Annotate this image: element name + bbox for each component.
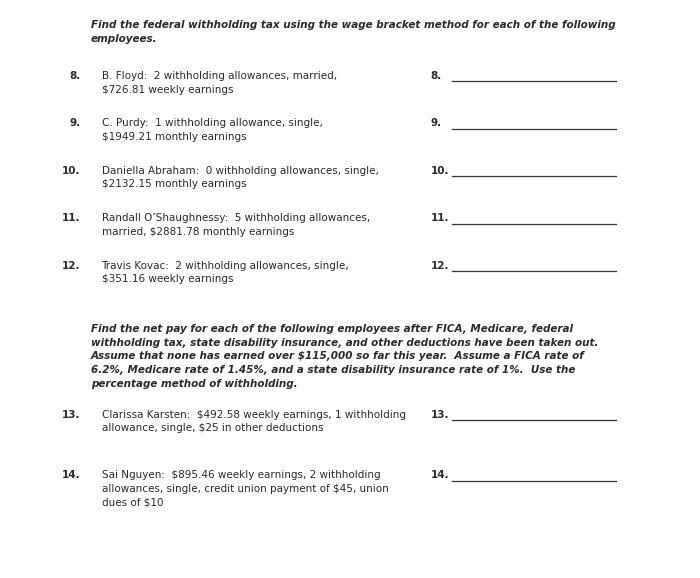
Text: 11.: 11.	[62, 213, 80, 223]
Text: Find the net pay for each of the following employees after FICA, Medicare, feder: Find the net pay for each of the followi…	[91, 324, 598, 388]
Text: Daniella Abraham:  0 withholding allowances, single,
$2132.15 monthly earnings: Daniella Abraham: 0 withholding allowanc…	[102, 166, 379, 190]
Text: 14.: 14.	[62, 470, 80, 480]
Text: 10.: 10.	[62, 166, 80, 176]
Text: Sai Nguyen:  $895.46 weekly earnings, 2 withholding
allowances, single, credit u: Sai Nguyen: $895.46 weekly earnings, 2 w…	[102, 470, 388, 507]
Text: 13.: 13.	[62, 410, 80, 420]
Text: Clarissa Karsten:  $492.58 weekly earnings, 1 withholding
allowance, single, $25: Clarissa Karsten: $492.58 weekly earning…	[102, 410, 405, 434]
Text: B. Floyd:  2 withholding allowances, married,
$726.81 weekly earnings: B. Floyd: 2 withholding allowances, marr…	[102, 71, 337, 95]
Text: 9.: 9.	[69, 118, 80, 128]
Text: Randall O’Shaughnessy:  5 withholding allowances,
married, $2881.78 monthly earn: Randall O’Shaughnessy: 5 withholding all…	[102, 213, 370, 237]
Text: 9.: 9.	[430, 118, 442, 128]
Text: 13.: 13.	[430, 410, 449, 420]
Text: Travis Kovac:  2 withholding allowances, single,
$351.16 weekly earnings: Travis Kovac: 2 withholding allowances, …	[102, 261, 349, 284]
Text: 11.: 11.	[430, 213, 449, 223]
Text: 8.: 8.	[430, 71, 442, 81]
Text: 14.: 14.	[430, 470, 449, 480]
Text: C. Purdy:  1 withholding allowance, single,
$1949.21 monthly earnings: C. Purdy: 1 withholding allowance, singl…	[102, 118, 323, 142]
Text: 12.: 12.	[430, 261, 449, 271]
Text: 10.: 10.	[430, 166, 449, 176]
Text: 12.: 12.	[62, 261, 80, 271]
Text: 8.: 8.	[69, 71, 80, 81]
Text: Find the federal withholding tax using the wage bracket method for each of the f: Find the federal withholding tax using t…	[91, 20, 615, 44]
